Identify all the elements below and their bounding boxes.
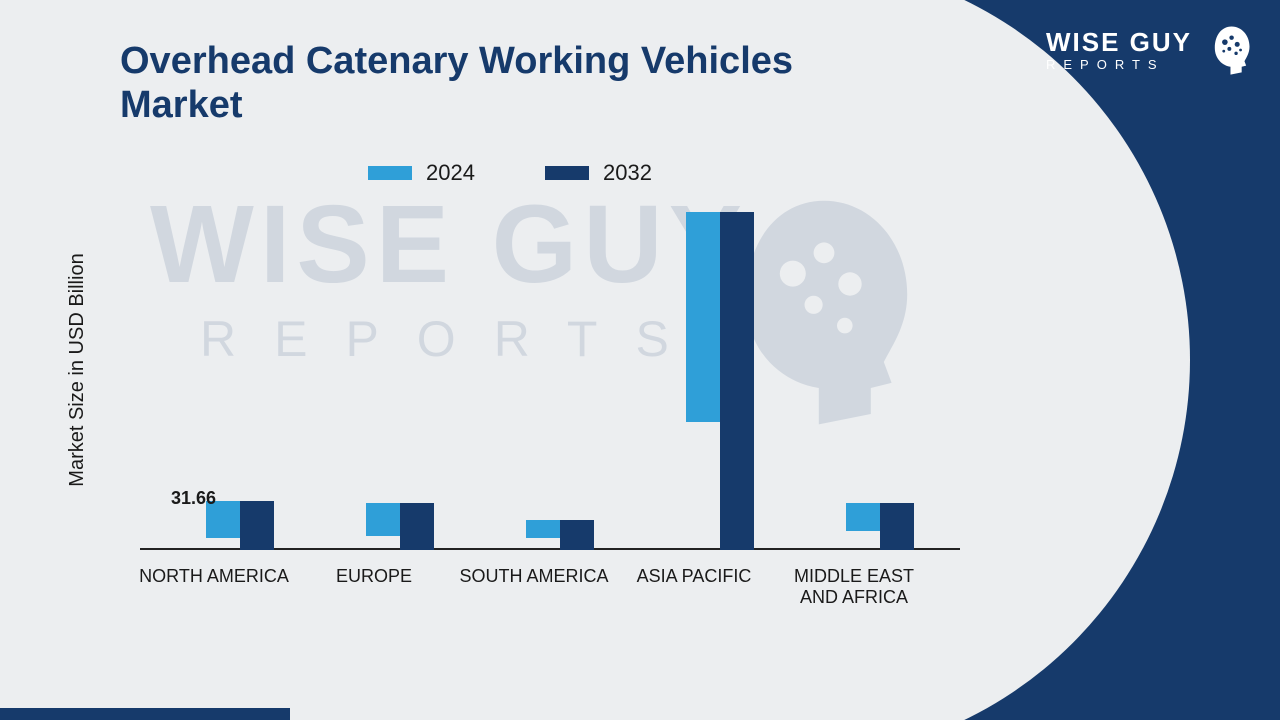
bottom-accent-bar xyxy=(0,708,290,720)
bar-2032 xyxy=(240,501,274,550)
bar-2024 xyxy=(366,503,400,536)
x-axis-category-label: EUROPE xyxy=(299,566,449,587)
bar-2024 xyxy=(526,520,560,539)
bar-2032 xyxy=(880,503,914,550)
bar-group xyxy=(660,212,780,550)
chart-title: Overhead Catenary Working Vehicles Marke… xyxy=(120,40,880,127)
bar-2024 xyxy=(686,212,720,422)
legend-item-2024: 2024 xyxy=(368,160,475,186)
head-silhouette-icon xyxy=(1198,22,1254,78)
x-axis-category-label: ASIA PACIFIC xyxy=(619,566,769,587)
legend-item-2032: 2032 xyxy=(545,160,652,186)
bar-2032 xyxy=(400,503,434,550)
legend-label-2024: 2024 xyxy=(426,160,475,186)
x-axis-category-label: MIDDLE EAST AND AFRICA xyxy=(779,566,929,607)
chart-area: Market Size in USD Billion 2024 2032 31.… xyxy=(60,160,960,680)
x-axis-labels: NORTH AMERICA EUROPE SOUTH AMERICA ASIA PAC… xyxy=(140,560,960,680)
legend-swatch-2024 xyxy=(368,166,412,180)
right-brand-panel xyxy=(960,0,1280,720)
logo-line1: WISE GUY xyxy=(1046,29,1192,56)
legend-swatch-2032 xyxy=(545,166,589,180)
bar-2032 xyxy=(720,212,754,550)
bar-group xyxy=(500,520,620,550)
bar-group xyxy=(820,503,940,550)
data-label: 31.66 xyxy=(171,488,216,509)
bar-group xyxy=(340,503,460,550)
bar-2032 xyxy=(560,520,594,550)
legend: 2024 2032 xyxy=(60,160,960,186)
logo-line2: REPORTS xyxy=(1046,58,1192,72)
legend-label-2032: 2032 xyxy=(603,160,652,186)
x-axis-category-label: NORTH AMERICA xyxy=(139,566,289,587)
bar-2024 xyxy=(846,503,880,531)
plot-area: 31.66 xyxy=(140,200,960,550)
brand-logo: WISE GUY REPORTS xyxy=(1046,22,1254,78)
x-axis-category-label: SOUTH AMERICA xyxy=(459,566,609,587)
y-axis-label: Market Size in USD Billion xyxy=(66,180,89,560)
